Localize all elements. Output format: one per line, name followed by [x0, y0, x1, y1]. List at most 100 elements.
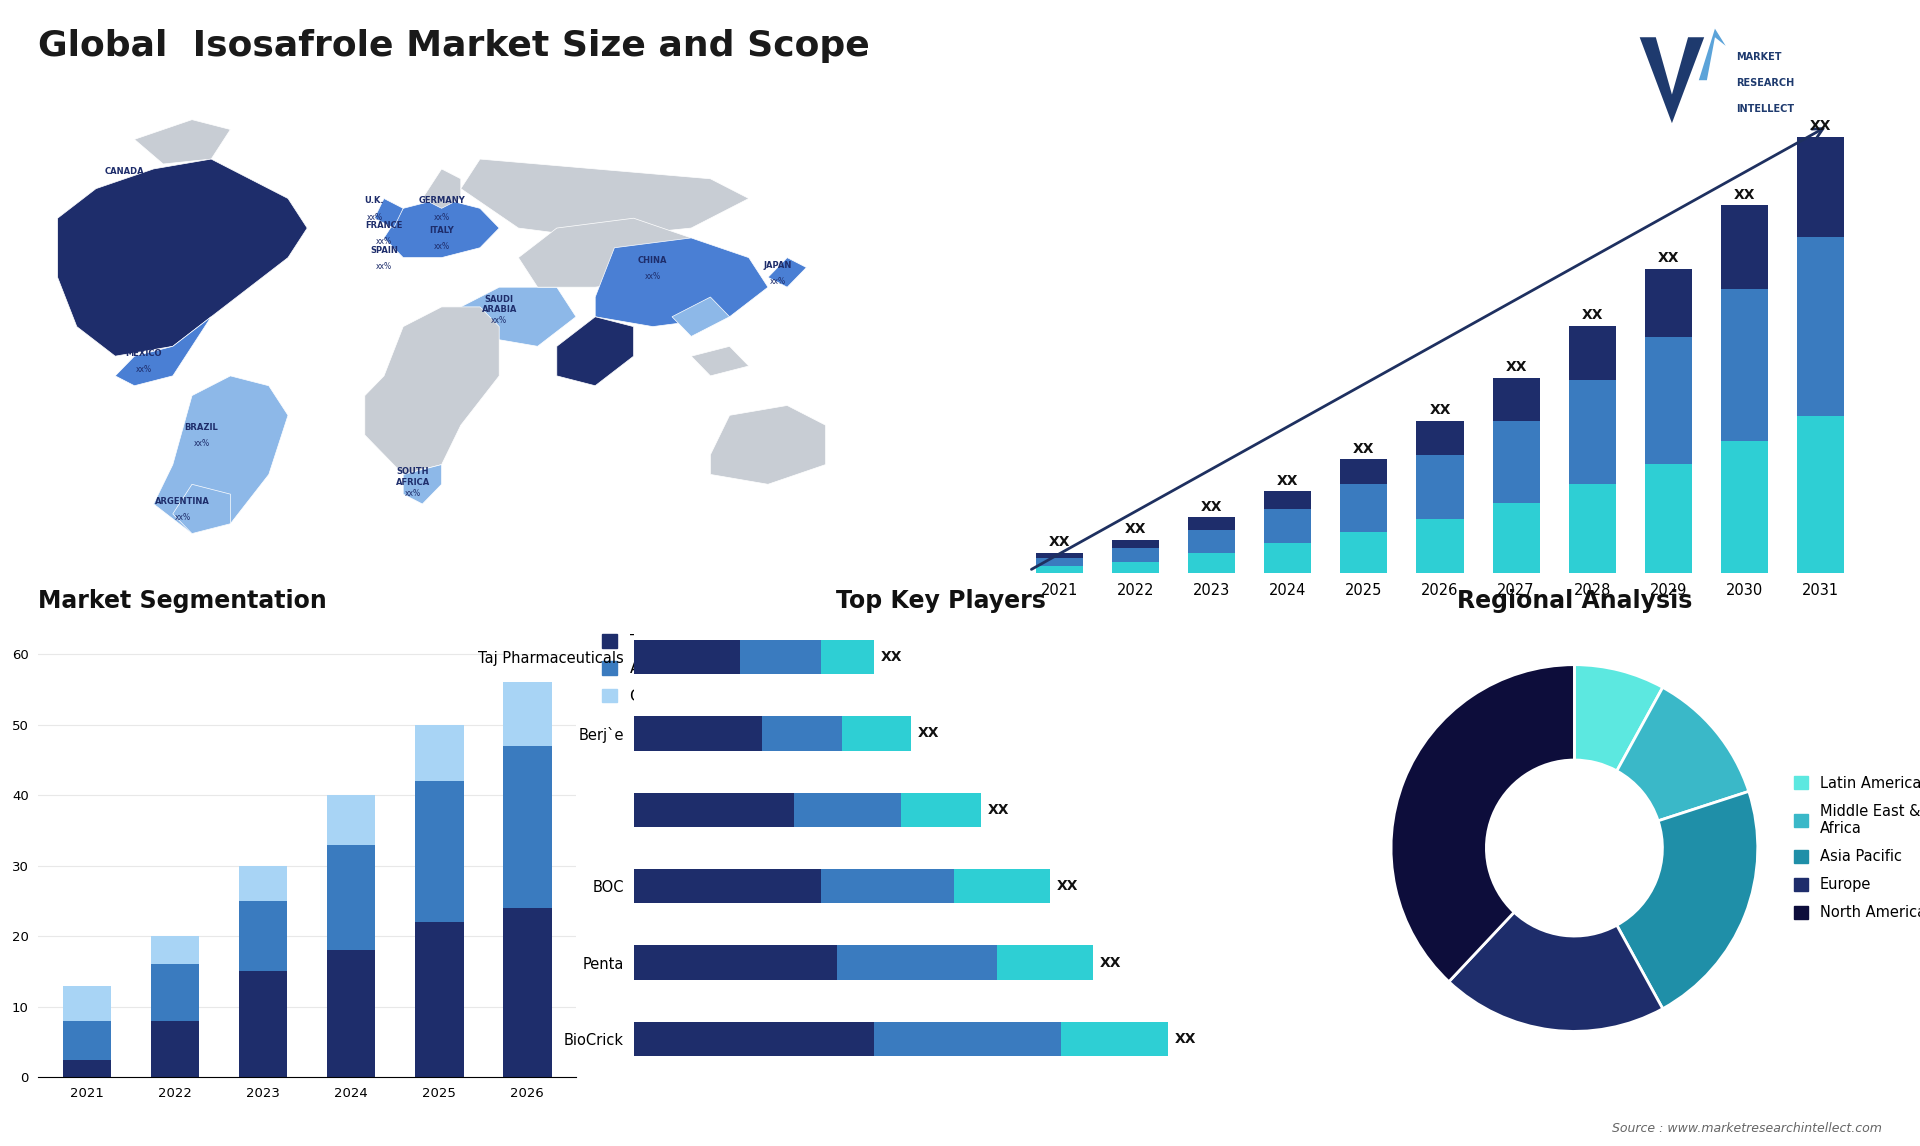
Bar	[503, 746, 551, 908]
Text: xx%: xx%	[645, 272, 660, 281]
Text: Global  Isosafrole Market Size and Scope: Global Isosafrole Market Size and Scope	[38, 29, 870, 63]
Bar	[1645, 269, 1692, 337]
Bar	[1340, 460, 1388, 485]
Bar	[1797, 416, 1843, 573]
Text: XX: XX	[918, 727, 939, 740]
Bar	[238, 901, 288, 972]
Text: XX: XX	[1505, 360, 1526, 374]
Bar	[152, 936, 200, 965]
Polygon shape	[691, 346, 749, 376]
Text: XX: XX	[987, 803, 1008, 817]
Polygon shape	[595, 238, 768, 327]
Bar	[954, 869, 1050, 903]
Text: xx%: xx%	[175, 513, 190, 523]
Text: XX: XX	[881, 650, 902, 664]
Bar	[837, 945, 996, 980]
Polygon shape	[115, 316, 211, 386]
Bar	[634, 1022, 874, 1057]
Bar	[1263, 510, 1311, 543]
Bar	[634, 716, 762, 751]
Bar	[1720, 289, 1768, 441]
Bar	[415, 923, 463, 1077]
Text: BRAZIL: BRAZIL	[184, 423, 219, 432]
Bar	[503, 908, 551, 1077]
Bar	[1797, 237, 1843, 416]
Bar	[1417, 455, 1463, 518]
Polygon shape	[461, 159, 749, 238]
Text: xx%: xx%	[405, 488, 420, 497]
Text: GERMANY: GERMANY	[419, 196, 465, 205]
Text: Source : www.marketresearchintellect.com: Source : www.marketresearchintellect.com	[1611, 1122, 1882, 1135]
Bar	[1188, 552, 1235, 573]
Bar	[152, 965, 200, 1021]
Bar	[1720, 205, 1768, 289]
Bar	[634, 869, 820, 903]
Bar	[63, 986, 111, 1021]
Wedge shape	[1450, 912, 1663, 1031]
Bar	[503, 682, 551, 746]
Bar	[820, 639, 874, 674]
Bar	[1340, 532, 1388, 573]
Polygon shape	[173, 485, 230, 534]
Legend: Type, Application, Geography: Type, Application, Geography	[595, 627, 722, 712]
Bar	[1417, 518, 1463, 573]
Wedge shape	[1392, 665, 1574, 982]
Bar	[238, 972, 288, 1077]
Polygon shape	[1699, 29, 1726, 80]
Legend: Latin America, Middle East &
Africa, Asia Pacific, Europe, North America: Latin America, Middle East & Africa, Asi…	[1788, 770, 1920, 926]
Bar	[1112, 562, 1160, 573]
Text: xx%: xx%	[194, 439, 209, 448]
Bar	[1492, 503, 1540, 573]
Bar	[634, 639, 741, 674]
Text: xx%: xx%	[376, 262, 392, 270]
Wedge shape	[1617, 688, 1749, 821]
Text: ITALY: ITALY	[430, 226, 453, 235]
Text: xx%: xx%	[434, 242, 449, 251]
Text: xx%: xx%	[578, 370, 593, 379]
Bar	[1417, 421, 1463, 455]
Text: xx%: xx%	[770, 277, 785, 285]
Bar	[63, 1021, 111, 1060]
Text: xx%: xx%	[79, 282, 94, 291]
Bar	[762, 716, 843, 751]
Text: INTELLECT: INTELLECT	[1736, 104, 1795, 113]
Bar	[1037, 558, 1083, 566]
Title: Top Key Players: Top Key Players	[835, 589, 1046, 613]
Bar	[793, 793, 900, 827]
Bar	[1188, 517, 1235, 529]
Bar	[634, 793, 793, 827]
Bar	[1569, 380, 1617, 485]
Text: XX: XX	[1428, 403, 1452, 417]
Text: U.S.: U.S.	[77, 266, 96, 274]
Text: FRANCE: FRANCE	[365, 221, 403, 230]
Polygon shape	[710, 406, 826, 485]
Text: xx%: xx%	[367, 213, 382, 221]
Text: Market Segmentation: Market Segmentation	[38, 589, 326, 613]
Text: XX: XX	[1056, 879, 1079, 893]
Bar	[874, 1022, 1062, 1057]
Polygon shape	[384, 198, 499, 258]
Text: SPAIN: SPAIN	[371, 245, 397, 254]
Bar	[238, 865, 288, 901]
Bar	[1037, 552, 1083, 558]
Text: XX: XX	[1048, 535, 1069, 549]
Text: xx%: xx%	[434, 213, 449, 221]
Text: CANADA: CANADA	[106, 167, 144, 175]
Text: SOUTH
AFRICA: SOUTH AFRICA	[396, 468, 430, 487]
Text: XX: XX	[1354, 442, 1375, 456]
Bar	[326, 795, 376, 845]
Bar	[63, 1060, 111, 1077]
Polygon shape	[518, 218, 691, 288]
Bar	[1037, 566, 1083, 573]
Text: XX: XX	[1100, 956, 1121, 970]
Bar	[1112, 540, 1160, 548]
Bar	[634, 945, 837, 980]
Bar	[1645, 337, 1692, 464]
Text: SAUDI
ARABIA: SAUDI ARABIA	[482, 295, 516, 314]
Polygon shape	[154, 376, 288, 534]
Text: xx%: xx%	[492, 316, 507, 325]
Text: XX: XX	[1175, 1033, 1196, 1046]
Text: xx%: xx%	[117, 183, 132, 193]
Polygon shape	[672, 297, 730, 337]
Bar	[1263, 543, 1311, 573]
